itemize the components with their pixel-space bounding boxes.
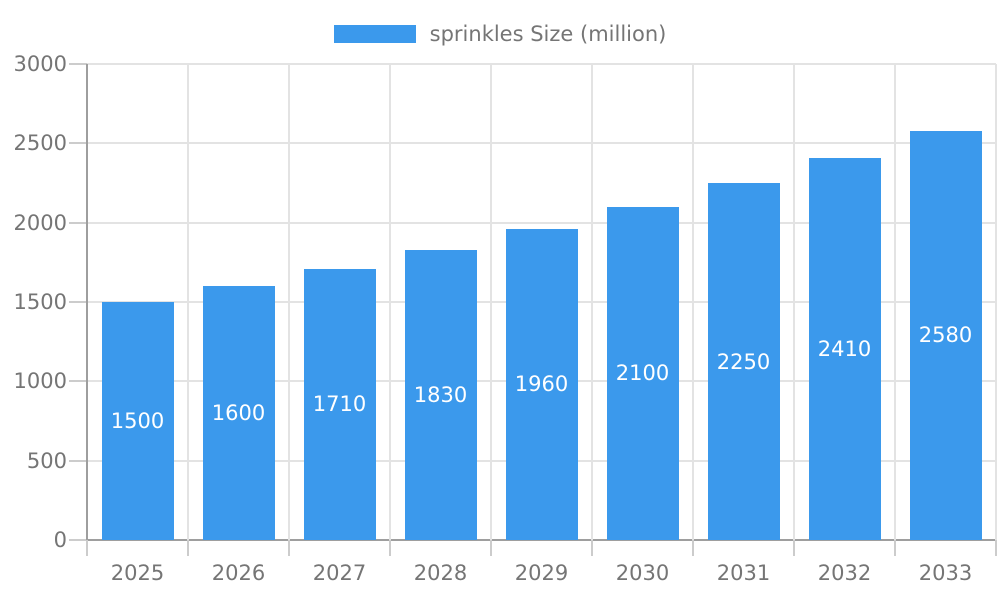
bar[interactable]: 1500 — [101, 302, 174, 540]
y-tick-mark — [69, 142, 87, 145]
x-gridline — [692, 64, 694, 540]
x-tick-mark — [389, 540, 391, 556]
bar-value-label: 1600 — [211, 401, 266, 426]
legend-label: sprinkles Size (million) — [429, 22, 667, 46]
x-gridline — [995, 64, 997, 540]
bar-value-label: 2410 — [817, 336, 872, 361]
bar[interactable]: 1830 — [404, 249, 477, 540]
y-axis-line — [86, 64, 88, 540]
x-axis-tick-label: 2032 — [817, 561, 872, 585]
bar-value-label: 1710 — [312, 392, 367, 417]
x-tick-mark — [86, 540, 88, 556]
x-axis-tick-label: 2028 — [413, 561, 468, 585]
bar-value-label: 1830 — [413, 382, 468, 407]
x-tick-mark — [793, 540, 795, 556]
bar[interactable]: 2580 — [909, 130, 982, 540]
x-axis-tick-label: 2026 — [211, 561, 266, 585]
y-tick-mark — [69, 63, 87, 65]
x-gridline — [187, 64, 189, 540]
bar[interactable]: 1600 — [202, 286, 275, 540]
y-tick-mark — [69, 380, 87, 383]
y-gridline — [87, 142, 996, 145]
x-axis-tick-label: 2031 — [716, 561, 771, 585]
x-gridline — [591, 64, 593, 540]
x-tick-mark — [288, 540, 290, 556]
x-gridline — [490, 64, 492, 540]
x-tick-mark — [490, 540, 492, 556]
x-tick-mark — [187, 540, 189, 556]
y-axis-tick-label: 2000 — [13, 210, 67, 235]
bar[interactable]: 2100 — [606, 206, 679, 540]
y-axis-tick-label: 500 — [26, 448, 67, 473]
y-axis-tick-label: 3000 — [13, 52, 67, 76]
x-axis-tick-label: 2025 — [110, 561, 165, 585]
y-axis-tick-label: 1500 — [13, 290, 67, 314]
x-axis-tick-label: 2033 — [918, 561, 973, 585]
bar-value-label: 1500 — [110, 409, 165, 433]
x-gridline — [389, 64, 391, 540]
y-tick-mark — [69, 539, 87, 541]
bar-value-label: 2100 — [615, 361, 670, 386]
bar[interactable]: 2410 — [808, 157, 881, 540]
x-tick-mark — [894, 540, 896, 556]
bar[interactable]: 2250 — [707, 183, 780, 540]
x-gridline — [288, 64, 290, 540]
legend-swatch — [333, 25, 416, 43]
x-axis-tick-label: 2027 — [312, 561, 367, 585]
bar-value-label: 2250 — [716, 349, 771, 374]
y-gridline — [87, 63, 996, 65]
x-gridline — [793, 64, 795, 540]
x-gridline — [894, 64, 896, 540]
bar[interactable]: 1960 — [505, 229, 578, 540]
y-tick-mark — [69, 301, 87, 303]
bar[interactable]: 1710 — [303, 268, 376, 540]
x-tick-mark — [591, 540, 593, 556]
y-axis-tick-label: 0 — [53, 528, 67, 552]
bar-value-label: 1960 — [514, 372, 569, 397]
y-tick-mark — [69, 221, 87, 224]
bar-value-label: 2580 — [918, 323, 973, 348]
x-tick-mark — [995, 540, 997, 556]
y-gridline — [87, 221, 996, 224]
x-axis-tick-label: 2030 — [615, 561, 670, 585]
y-tick-mark — [69, 459, 87, 462]
x-axis-tick-label: 2029 — [514, 561, 569, 585]
y-gridline — [87, 539, 996, 541]
x-tick-mark — [692, 540, 694, 556]
y-axis-tick-label: 1000 — [13, 369, 67, 394]
legend[interactable]: sprinkles Size (million) — [0, 20, 1000, 48]
y-axis-tick-label: 2500 — [13, 131, 67, 156]
